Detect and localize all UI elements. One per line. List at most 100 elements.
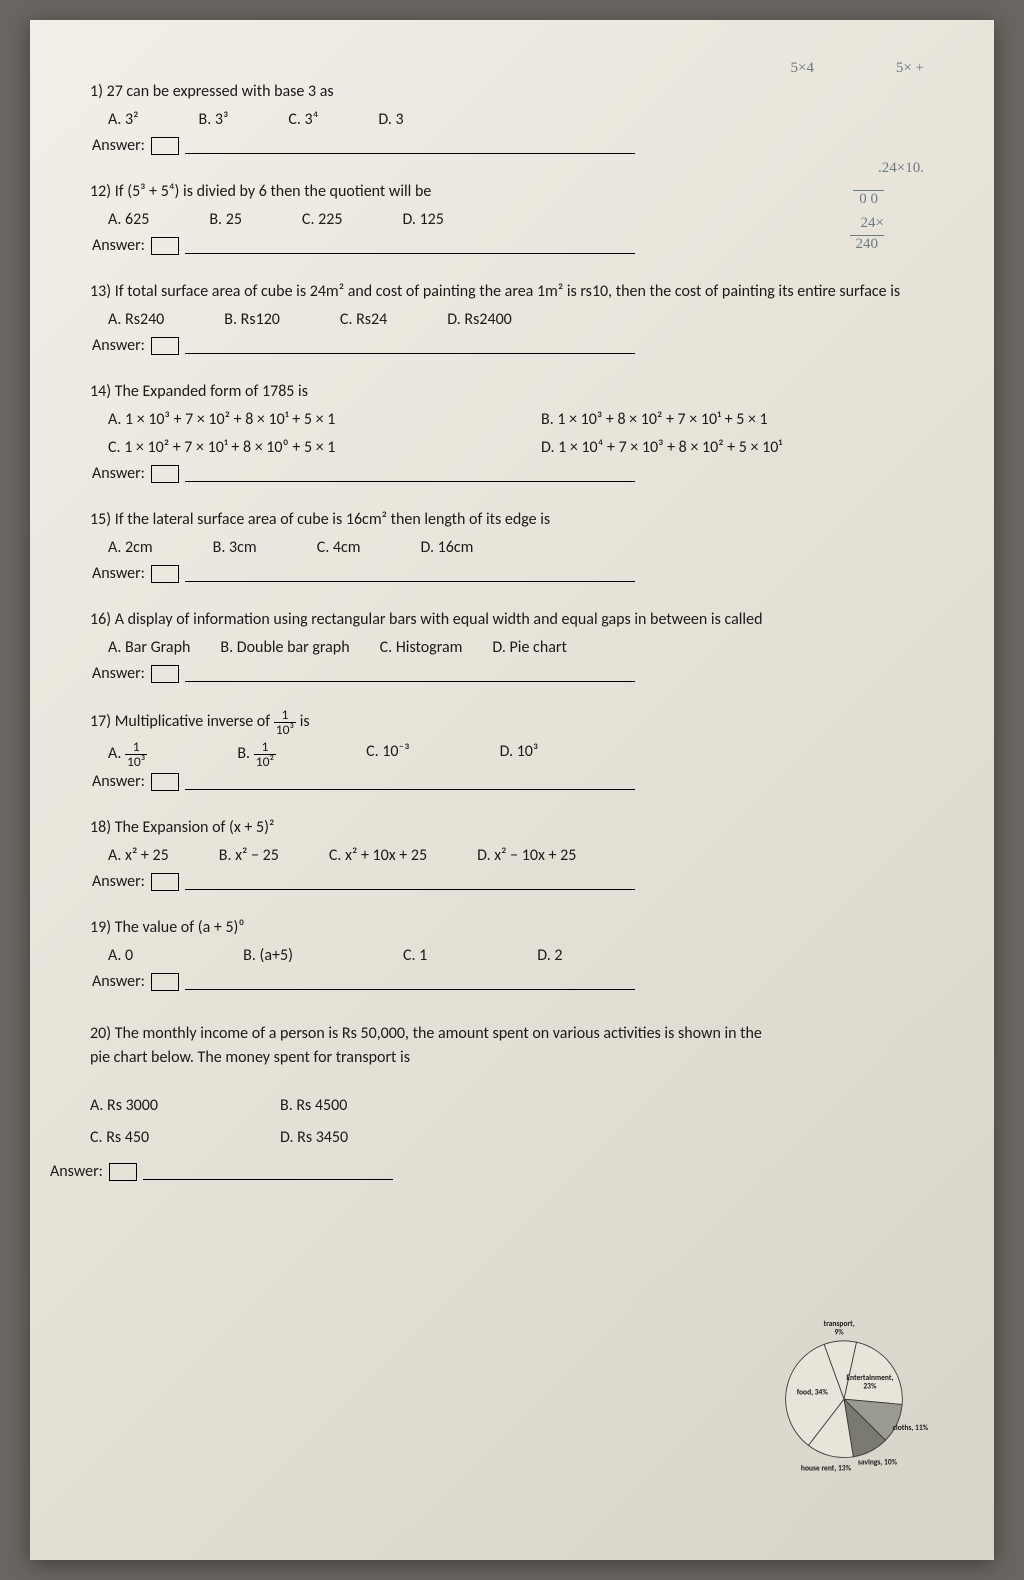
q14-answer-box[interactable] xyxy=(151,465,179,483)
q16-opt-c: C. Histogram xyxy=(380,636,463,660)
svg-text:house rent, 13%: house rent, 13% xyxy=(801,1464,852,1473)
q17-pre: 17) Multiplicative inverse of xyxy=(90,712,274,731)
q13-answer-box[interactable] xyxy=(151,337,179,355)
q18-answer-label: Answer: xyxy=(92,870,145,894)
q17-opt-b: B. 110² xyxy=(237,740,276,768)
svg-text:food, 34%: food, 34% xyxy=(797,1388,829,1397)
q17-opt-d: D. 10³ xyxy=(500,740,539,768)
question-17: 17) Multiplicative inverse of 110³ is A.… xyxy=(90,708,944,794)
question-12: 12) If (5³ + 5⁴) is divied by 6 then the… xyxy=(90,180,944,258)
svg-text:23%: 23% xyxy=(863,1383,877,1392)
q13-text: 13) If total surface area of cube is 24m… xyxy=(90,280,944,304)
q13-answer-label: Answer: xyxy=(92,334,145,358)
q20-opt-b: B. Rs 4500 xyxy=(280,1094,440,1118)
q19-opt-d: D. 2 xyxy=(537,944,562,968)
q16-opt-b: B. Double bar graph xyxy=(220,636,349,660)
q14-opt-b: B. 1 × 10³ + 8 × 10² + 7 × 10¹ + 5 × 1 xyxy=(541,408,944,432)
q14-text: 14) The Expanded form of 1785 is xyxy=(90,380,944,404)
question-13: 13) If total surface area of cube is 24m… xyxy=(90,280,944,358)
q18-answer-box[interactable] xyxy=(151,873,179,891)
q18-opt-a: A. x² + 25 xyxy=(108,844,169,868)
q11-answer-box[interactable] xyxy=(151,137,179,155)
q20-opt-a: A. Rs 3000 xyxy=(90,1094,250,1118)
q15-opt-c: C. 4cm xyxy=(317,536,361,560)
q14-answer-line xyxy=(185,467,635,482)
q19-answer-line xyxy=(185,975,635,990)
q17-answer-label: Answer: xyxy=(92,770,145,794)
q16-opt-a: A. Bar Graph xyxy=(108,636,190,660)
handwriting-3: .24×10. xyxy=(878,160,924,177)
q15-answer-box[interactable] xyxy=(151,565,179,583)
q17-opt-c: C. 10⁻³ xyxy=(366,740,410,768)
q15-text: 15) If the lateral surface area of cube … xyxy=(90,508,944,532)
svg-text:9%: 9% xyxy=(834,1328,844,1337)
q13-opt-b: B. Rs120 xyxy=(224,308,280,332)
q13-opt-d: D. Rs2400 xyxy=(447,308,512,332)
q19-text: 19) The value of (a + 5)⁰ xyxy=(90,916,944,940)
q11-opt-a: A. 3² xyxy=(108,108,139,132)
q11-text: 1) 27 can be expressed with base 3 as xyxy=(90,80,944,104)
q12-answer-box[interactable] xyxy=(151,237,179,255)
q11-opt-d: D. 3 xyxy=(378,108,403,132)
question-14: 14) The Expanded form of 1785 is A. 1 × … xyxy=(90,380,944,486)
handwriting-6: 240 xyxy=(850,235,885,253)
q16-answer-label: Answer: xyxy=(92,662,145,686)
q16-answer-box[interactable] xyxy=(151,665,179,683)
q17-answer-box[interactable] xyxy=(151,773,179,791)
q12-opt-d: D. 125 xyxy=(402,208,443,232)
handwriting-1: 5×4 xyxy=(791,60,814,77)
q18-opt-c: C. x² + 10x + 25 xyxy=(329,844,427,868)
q14-answer-label: Answer: xyxy=(92,462,145,486)
q18-opt-d: D. x² − 10x + 25 xyxy=(477,844,576,868)
question-20: 20) The monthly income of a person is Rs… xyxy=(90,1022,944,1184)
question-19: 19) The value of (a + 5)⁰ A. 0 B. (a+5) … xyxy=(90,916,944,994)
pie-chart: transport,9%Entertainment,23%cloths, 11%… xyxy=(744,1295,944,1495)
handwriting-5: 24× xyxy=(861,215,884,232)
q15-answer-line xyxy=(185,567,635,582)
q14-opt-c: C. 1 × 10² + 7 × 10¹ + 8 × 10⁰ + 5 × 1 xyxy=(108,436,511,460)
q15-opt-d: D. 16cm xyxy=(421,536,474,560)
question-15: 15) If the lateral surface area of cube … xyxy=(90,508,944,586)
q11-answer-line xyxy=(185,139,635,154)
q13-opt-c: C. Rs24 xyxy=(340,308,387,332)
q17-post: is xyxy=(300,712,310,731)
q15-opt-b: B. 3cm xyxy=(213,536,257,560)
question-11: 1) 27 can be expressed with base 3 as A.… xyxy=(90,80,944,158)
q16-opt-d: D. Pie chart xyxy=(492,636,566,660)
q19-opt-a: A. 0 xyxy=(108,944,133,968)
q18-answer-line xyxy=(185,875,635,890)
q16-text: 16) A display of information using recta… xyxy=(90,608,944,632)
q16-answer-line xyxy=(185,667,635,682)
q15-opt-a: A. 2cm xyxy=(108,536,153,560)
q18-text: 18) The Expansion of (x + 5)² xyxy=(90,816,944,840)
q14-opt-a: A. 1 × 10³ + 7 × 10² + 8 × 10¹ + 5 × 1 xyxy=(108,408,511,432)
q20-opt-c: C. Rs 450 xyxy=(90,1126,250,1150)
q18-opt-b: B. x² − 25 xyxy=(219,844,279,868)
handwriting-2: 5× + xyxy=(896,60,924,77)
q19-answer-label: Answer: xyxy=(92,970,145,994)
q13-answer-line xyxy=(185,339,635,354)
q12-text: 12) If (5³ + 5⁴) is divied by 6 then the… xyxy=(90,180,944,204)
q19-answer-box[interactable] xyxy=(151,973,179,991)
page: 5×4 5× + .24×10. 0 0 24× 240 1) 27 can b… xyxy=(30,20,994,1560)
handwriting-4: 0 0 xyxy=(853,190,884,208)
q17-opt-a: A. 110³ xyxy=(108,740,147,768)
q20-answer-box[interactable] xyxy=(109,1163,137,1181)
q20-opt-d: D. Rs 3450 xyxy=(280,1126,440,1150)
q19-opt-b: B. (a+5) xyxy=(243,944,293,968)
q17-frac: 110³ xyxy=(274,708,296,736)
q20-text: 20) The monthly income of a person is Rs… xyxy=(90,1022,770,1070)
q12-answer-label: Answer: xyxy=(92,234,145,258)
q13-opt-a: A. Rs240 xyxy=(108,308,164,332)
q12-answer-line xyxy=(185,239,635,254)
q11-opt-c: C. 3⁴ xyxy=(288,108,318,132)
q14-opt-d: D. 1 × 10⁴ + 7 × 10³ + 8 × 10² + 5 × 10¹ xyxy=(541,436,944,460)
q12-opt-a: A. 625 xyxy=(108,208,149,232)
q20-answer-label: Answer: xyxy=(50,1160,103,1184)
q11-opt-b: B. 3³ xyxy=(199,108,229,132)
q17-answer-line xyxy=(185,775,635,790)
q15-answer-label: Answer: xyxy=(92,562,145,586)
q17-text: 17) Multiplicative inverse of 110³ is xyxy=(90,708,944,736)
svg-text:savings, 10%: savings, 10% xyxy=(858,1458,898,1467)
q11-answer-label: Answer: xyxy=(92,134,145,158)
